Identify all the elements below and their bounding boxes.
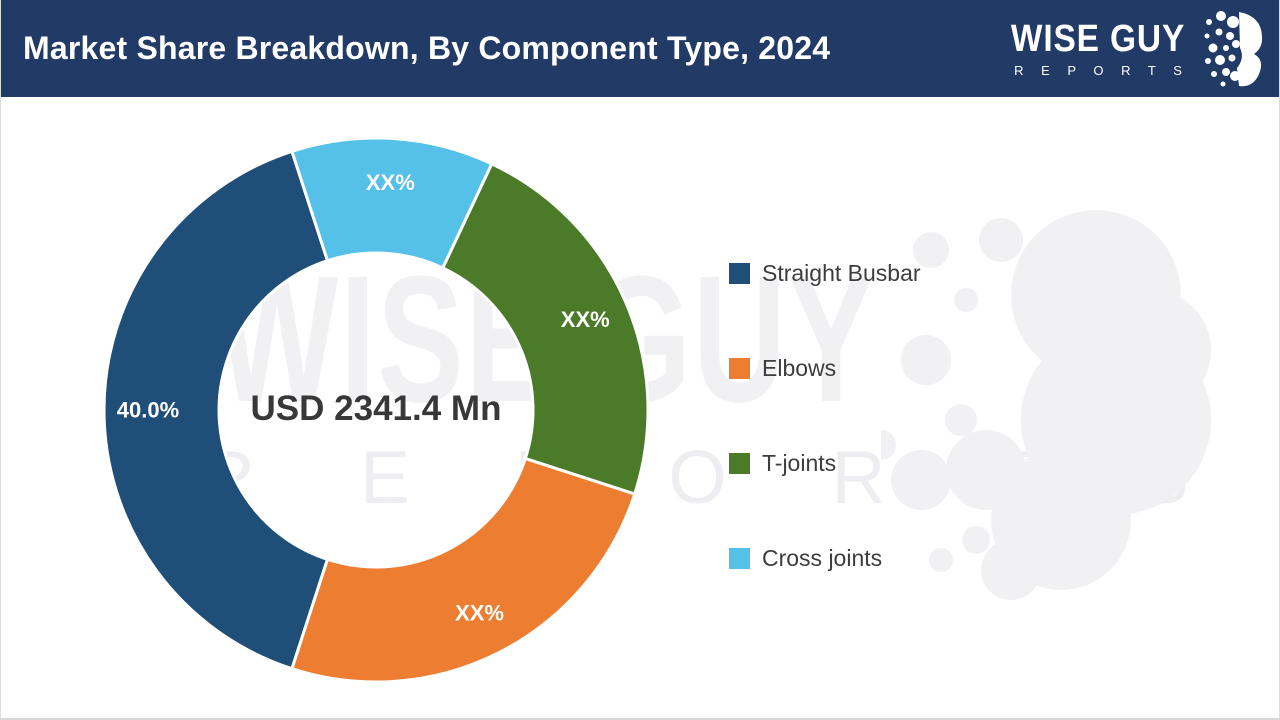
legend-item-t-joints: T-joints — [729, 450, 921, 477]
legend-swatch — [729, 453, 750, 474]
slice-value-label-straight-busbar: 40.0% — [117, 398, 179, 423]
logo-face-icon — [1204, 10, 1263, 86]
wise-guy-reports-logo: WISE GUY R E P O R T S — [999, 6, 1265, 92]
legend-item-straight-busbar: Straight Busbar — [729, 260, 921, 287]
legend-item-cross-joints: Cross joints — [729, 545, 921, 572]
page-title: Market Share Breakdown, By Component Typ… — [23, 30, 831, 66]
legend-swatch — [729, 263, 750, 284]
chart-legend: Straight Busbar Elbows T-joints Cross jo… — [729, 260, 921, 572]
slice-value-label-cross-joints: XX% — [366, 170, 415, 195]
legend-label: Straight Busbar — [762, 260, 921, 286]
slice-value-label-elbows: XX% — [455, 601, 504, 626]
legend-label: T-joints — [762, 450, 837, 476]
legend-label: Elbows — [762, 355, 837, 381]
donut-segment-t-joints — [440, 161, 650, 496]
logo-subtitle: R E P O R T S — [1014, 63, 1189, 78]
donut-segment-straight-busbar — [102, 149, 330, 671]
logo-wordmark: WISE GUY — [1010, 18, 1186, 60]
legend-swatch — [729, 548, 750, 569]
legend-swatch — [729, 358, 750, 379]
legend-item-elbows: Elbows — [729, 355, 921, 382]
logo-text: WISE GUY R E P O R T S — [999, 20, 1197, 77]
header-bar: Market Share Breakdown, By Component Typ… — [1, 0, 1279, 97]
slice-value-label-t-joints: XX% — [561, 307, 610, 332]
donut-center-value: USD 2341.4 Mn — [250, 389, 502, 428]
donut-segment-elbows — [290, 456, 637, 684]
legend-label: Cross joints — [762, 545, 883, 571]
